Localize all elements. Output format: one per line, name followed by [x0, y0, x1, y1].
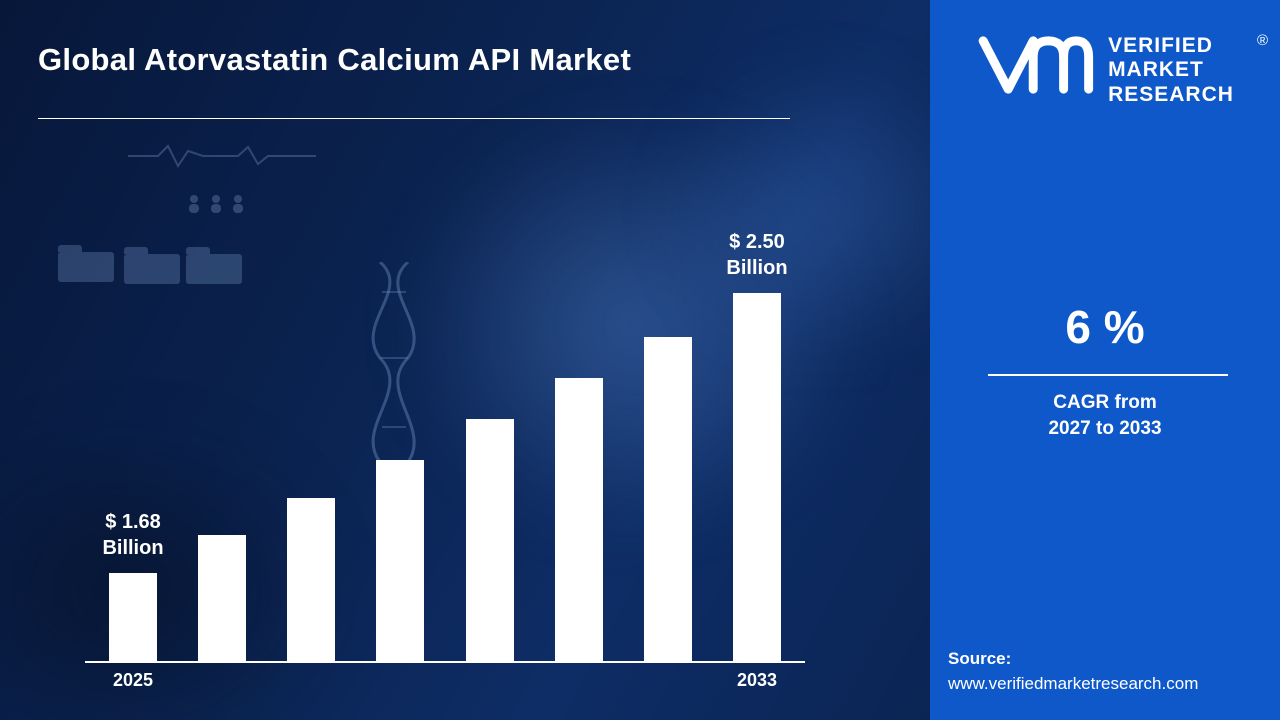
- bar-slot: 2025 $ 1.68 Billion: [102, 233, 163, 690]
- bg-folder-icon: [186, 247, 242, 284]
- heartbeat-line-icon: [128, 144, 316, 168]
- title-divider: [38, 118, 790, 119]
- bar-2: [198, 535, 247, 661]
- cagr-value: 6 %: [1065, 301, 1145, 353]
- bar-slot: [643, 233, 692, 661]
- brand-line: RESEARCH: [1108, 82, 1234, 106]
- bar-3: [287, 498, 336, 661]
- source-block: Source: www.verifiedmarketresearch.com: [948, 649, 1198, 694]
- dna-helix-icon: [371, 262, 416, 462]
- vmr-logo-icon: [978, 36, 1094, 94]
- page-title: Global Atorvastatin Calcium API Market: [38, 42, 632, 77]
- bar-slot: [376, 233, 425, 661]
- bar-7: [643, 337, 692, 661]
- registered-trademark-icon: ®: [1256, 32, 1268, 49]
- bg-folder-icon: [58, 245, 114, 282]
- cagr-caption-line: CAGR from: [1053, 392, 1157, 413]
- cagr-divider: [988, 374, 1228, 376]
- brand-line: VERIFIED: [1108, 34, 1213, 57]
- bar-5: [465, 419, 514, 661]
- bar-slot: [287, 233, 336, 661]
- bar-slot: [465, 233, 514, 661]
- bar-2025: [109, 573, 157, 661]
- bg-people-icons: [189, 195, 243, 213]
- brand-logo: VERIFIED MARKET RESEARCH: [930, 30, 1280, 107]
- bar-chart: 2025 $ 1.68 Billion 2033 $ 2.50 Billion: [85, 231, 805, 690]
- x-tick-label: 2033: [736, 670, 778, 690]
- bar-2033: [732, 293, 781, 661]
- side-panel: VERIFIED MARKET RESEARCH ® 6 % CAGR from…: [930, 0, 1280, 720]
- source-url[interactable]: www.verifiedmarketresearch.com: [948, 674, 1199, 693]
- bar-value-label: $ 1.68 Billion: [102, 511, 164, 559]
- bar-6: [554, 378, 603, 661]
- cagr-caption-line: 2027 to 2033: [1048, 417, 1162, 439]
- bar-4: [376, 460, 425, 661]
- bar-slot: [198, 233, 247, 661]
- cagr-caption: CAGR from 2027 to 2033: [930, 390, 1280, 441]
- source-label: Source:: [948, 649, 1012, 668]
- bar-slot: 2033 $ 2.50 Billion: [726, 231, 787, 690]
- x-tick-label: 2025: [112, 670, 154, 690]
- bar-slot: [554, 233, 603, 661]
- bg-folder-icon: [124, 247, 180, 284]
- brand-line: MARKET: [1108, 58, 1204, 82]
- bar-value-label: $ 2.50 Billion: [726, 231, 788, 279]
- brand-name: VERIFIED MARKET RESEARCH: [1108, 30, 1234, 107]
